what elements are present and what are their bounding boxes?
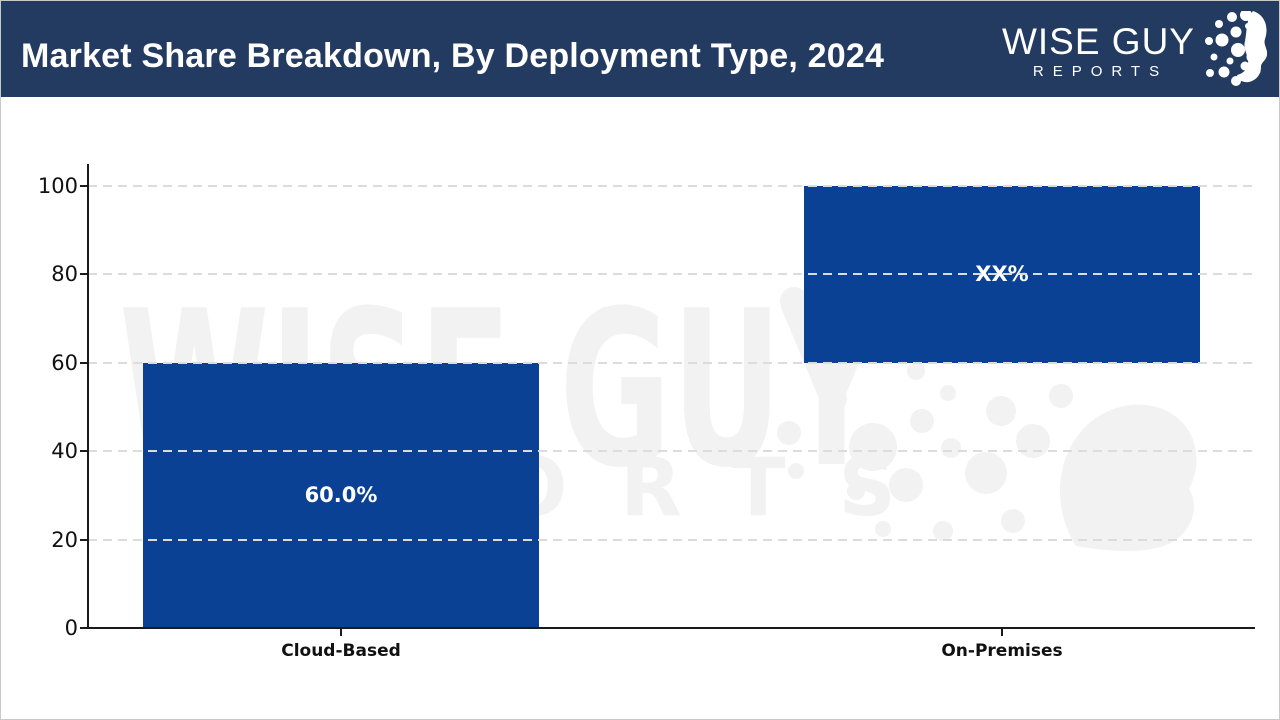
gridline [88, 185, 1255, 187]
bar-value-label: 60.0% [304, 483, 378, 508]
y-axis-tick [80, 361, 88, 364]
y-tick-label: 40 [51, 439, 78, 464]
y-tick-label: 0 [64, 616, 78, 640]
bar-cloud-based: 60.0% [143, 362, 539, 628]
x-axis-line [87, 627, 1255, 629]
header-bar: Market Share Breakdown, By Deployment Ty… [1, 1, 1279, 97]
x-tick-label: Cloud-Based [281, 641, 401, 661]
gridline [88, 450, 1255, 453]
brand-subtitle: REPORTS [1032, 62, 1169, 80]
brand-logo-text: WISE GUY REPORTS [1002, 23, 1195, 80]
y-axis-line [87, 164, 89, 629]
brand-logo: WISE GUY REPORTS [1002, 7, 1267, 91]
brand-name: WISE GUY [1001, 20, 1195, 62]
y-axis-tick [80, 538, 88, 541]
y-tick-label: 60 [51, 350, 78, 375]
x-axis-tick [1001, 629, 1003, 636]
gridline [88, 361, 1255, 364]
page-title: Market Share Breakdown, By Deployment Ty… [21, 36, 885, 75]
y-axis-tick [80, 627, 88, 629]
y-axis-tick [80, 185, 88, 187]
watermark-face-dots [777, 287, 1197, 552]
brand-face-icon [1205, 11, 1267, 86]
gridline [88, 273, 1255, 276]
y-tick-label: 20 [51, 527, 78, 552]
y-axis-tick [80, 450, 88, 453]
x-tick-label: On-Premises [941, 641, 1063, 661]
y-tick-label: 80 [51, 262, 78, 287]
x-axis-tick [340, 629, 342, 636]
y-tick-label: 100 [37, 174, 78, 198]
y-axis-tick [80, 273, 88, 276]
gridline [88, 538, 1255, 541]
